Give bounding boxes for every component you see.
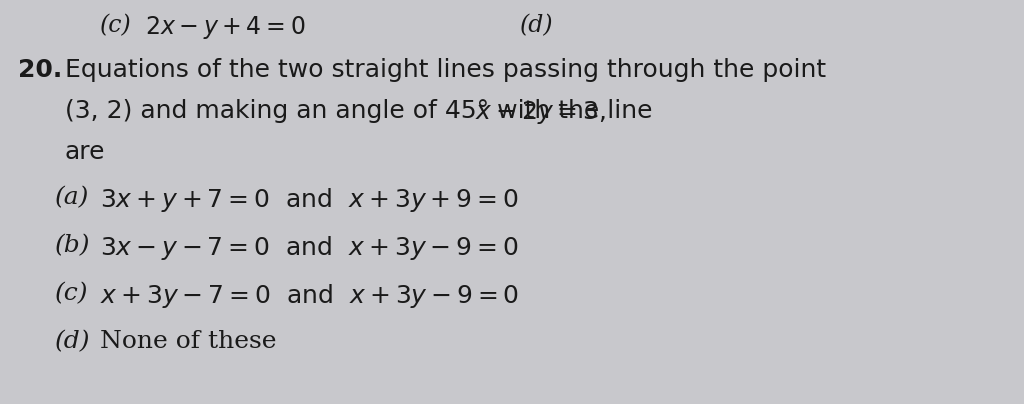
Text: $2x-y+4=0$: $2x-y+4=0$ [145, 14, 305, 41]
Text: are: are [65, 140, 105, 164]
Text: Equations of the two straight lines passing through the point: Equations of the two straight lines pass… [65, 58, 826, 82]
Text: $x-2y=3,$: $x-2y=3,$ [475, 99, 606, 126]
Text: (c): (c) [55, 282, 88, 305]
Text: $3x-y-7=0\ \ \mathrm{and}\ \ x+3y-9=0$: $3x-y-7=0\ \ \mathrm{and}\ \ x+3y-9=0$ [100, 234, 518, 262]
Text: 20.: 20. [18, 58, 62, 82]
Text: (d): (d) [520, 14, 554, 37]
Text: (3, 2) and making an angle of 45° with the line: (3, 2) and making an angle of 45° with t… [65, 99, 660, 123]
Text: $3x+y+7=0\ \ \mathrm{and}\ \ x+3y+9=0$: $3x+y+7=0\ \ \mathrm{and}\ \ x+3y+9=0$ [100, 186, 518, 214]
Text: $x+3y-7=0\ \ \mathrm{and}\ \ x+3y-9=0$: $x+3y-7=0\ \ \mathrm{and}\ \ x+3y-9=0$ [100, 282, 519, 310]
Text: (c): (c) [100, 14, 132, 37]
Text: None of these: None of these [100, 330, 276, 353]
Text: (b): (b) [55, 234, 90, 257]
Text: (a): (a) [55, 186, 89, 209]
Text: (d): (d) [55, 330, 90, 353]
